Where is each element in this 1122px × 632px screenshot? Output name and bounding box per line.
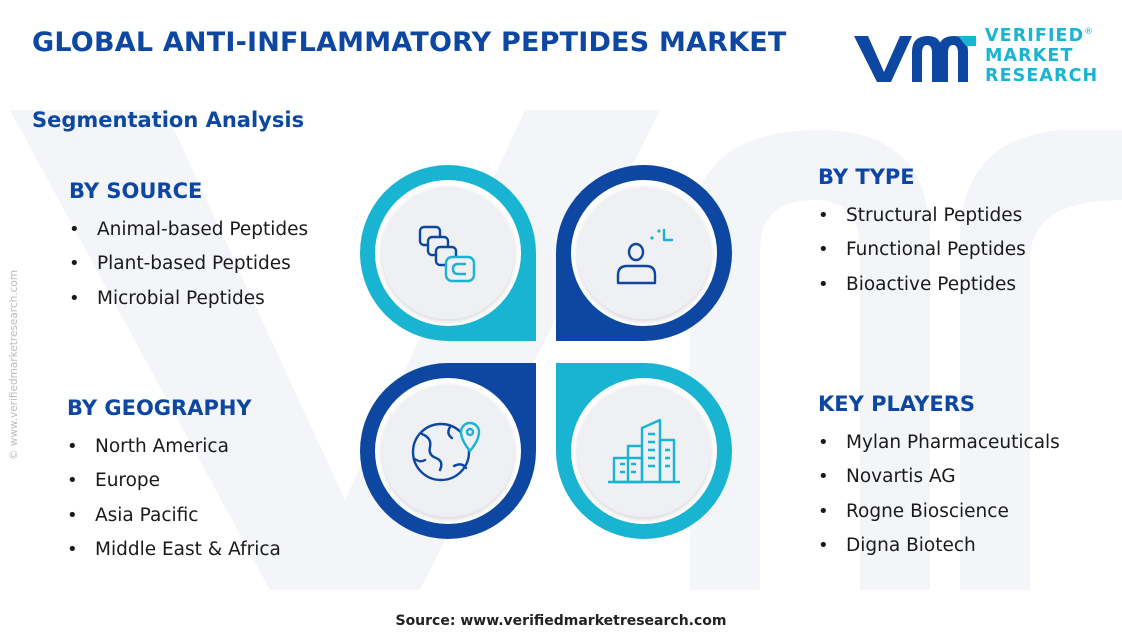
segment-by-source: BY SOURCE • Animal-based Peptides • Plant-… — [69, 179, 308, 316]
list-item: • Structural Peptides — [818, 199, 1026, 233]
segment-list: • Structural Peptides • Functional Peptide… — [818, 199, 1026, 302]
segment-key-players: KEY PLAYERS • Mylan Pharmaceuticals • Nova… — [818, 392, 1060, 563]
list-item-label: North America — [95, 436, 229, 457]
petal-bottom-left — [360, 363, 536, 539]
vmr-logo-icon — [854, 36, 976, 82]
logo-line-research: RESEARCH — [985, 66, 1099, 86]
bullet-icon: • — [67, 436, 78, 457]
globe-location-icon — [411, 421, 481, 482]
city-buildings-icon — [608, 418, 680, 484]
list-item-label: Digna Biotech — [846, 534, 976, 556]
list-item-label: Europe — [95, 470, 161, 492]
segment-title: BY SOURCE — [69, 179, 203, 203]
list-item-label: Asia Pacific — [95, 504, 199, 526]
list-item-label: Novartis AG — [846, 466, 956, 488]
list-item: • Animal-based Peptides — [69, 213, 308, 247]
user-analysis-icon — [616, 228, 674, 285]
list-item: • Europe — [67, 464, 281, 498]
logo-line-market: MARKET — [985, 46, 1074, 66]
logo-wordmark: VERIFIED MARKET RESEARCH — [985, 26, 1098, 86]
list-item: • Asia Pacific — [67, 499, 281, 533]
bullet-icon: • — [818, 205, 829, 226]
list-item: • North America — [67, 430, 281, 464]
segment-title: BY TYPE — [818, 165, 915, 189]
list-item-label: Animal-based Peptides — [97, 219, 309, 240]
list-item-label: Plant-based Peptides — [97, 253, 291, 275]
segment-list: • Animal-based Peptides • Plant-based Pept… — [69, 213, 308, 316]
bullet-icon: • — [818, 239, 829, 261]
list-item-label: Bioactive Peptides — [846, 273, 1017, 295]
list-item: • Bioactive Peptides — [818, 268, 1026, 302]
bullet-icon: • — [67, 504, 78, 526]
bullet-icon: • — [69, 253, 80, 275]
list-item: • Digna Biotech — [818, 529, 1060, 563]
bullet-icon: • — [818, 534, 829, 556]
layers-icon — [418, 225, 476, 283]
petal-bottom-right — [556, 363, 732, 539]
page-title: GLOBAL ANTI-INFLAMMATORY PEPTIDES MARKET — [32, 27, 787, 58]
list-item-label: Structural Peptides — [846, 205, 1023, 226]
list-item: • Novartis AG — [818, 460, 1060, 494]
source-footer: Source: www.verifiedmarketresearch.com — [395, 613, 727, 629]
bullet-icon: • — [818, 273, 829, 295]
list-item-label: Microbial Peptides — [97, 287, 265, 309]
list-item: • Rogne Bioscience — [818, 495, 1060, 529]
list-item-label: Rogne Bioscience — [846, 500, 1009, 522]
bullet-icon: • — [69, 287, 80, 309]
bullet-icon: • — [67, 538, 78, 560]
list-item: • Microbial Peptides — [69, 282, 308, 316]
list-item-label: Mylan Pharmaceuticals — [846, 432, 1060, 453]
list-item: • Functional Peptides — [818, 233, 1026, 267]
bullet-icon: • — [67, 470, 78, 492]
bullet-icon: • — [69, 219, 80, 240]
list-item-label: Functional Peptides — [846, 239, 1026, 261]
page-subtitle: Segmentation Analysis — [32, 108, 305, 132]
segment-title: KEY PLAYERS — [818, 392, 975, 416]
bullet-icon: • — [818, 432, 829, 453]
list-item: • Mylan Pharmaceuticals — [818, 426, 1060, 460]
segment-list: • North America • Europe • Asia Pacific • Mi… — [67, 430, 281, 567]
bullet-icon: • — [818, 500, 829, 522]
registered-mark: ® — [1084, 27, 1093, 37]
bullet-icon: • — [818, 466, 829, 488]
logo-line-verified: VERIFIED — [985, 26, 1085, 46]
segment-by-geography: BY GEOGRAPHY • North America • Europe • Asi… — [67, 396, 281, 567]
segment-title: BY GEOGRAPHY — [67, 396, 252, 420]
segment-by-type: BY TYPE • Structural Peptides • Functional… — [818, 165, 1026, 302]
list-item: • Plant-based Peptides — [69, 247, 308, 281]
list-item-label: Middle East & Africa — [95, 538, 281, 560]
list-item: • Middle East & Africa — [67, 533, 281, 567]
company-logo: VERIFIED MARKET RESEARCH ® — [852, 24, 1097, 86]
segment-list: • Mylan Pharmaceuticals • Novartis AG • Rog… — [818, 426, 1060, 563]
